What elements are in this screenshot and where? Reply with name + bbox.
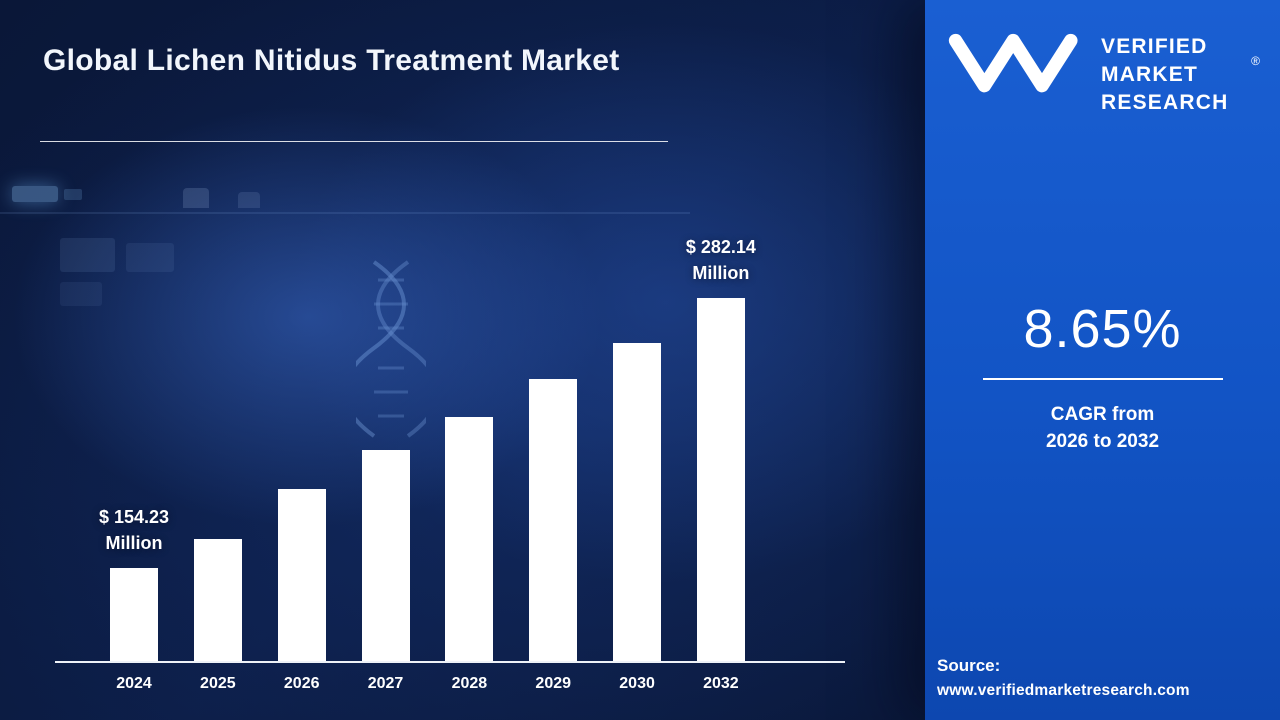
- source-block: Source: www.verifiedmarketresearch.com: [937, 656, 1272, 700]
- chart-plot: $ 154.23 Million $ 282.14 Million: [55, 237, 845, 663]
- cagr-caption-line1: CAGR from: [1050, 404, 1155, 425]
- cagr-value: 8.65%: [1023, 299, 1182, 359]
- background-figures-decoration: [183, 188, 209, 208]
- vmr-logo-icon: [948, 33, 1078, 93]
- right-panel: VERIFIED MARKET RESEARCH ® 8.65% CAGR fr…: [925, 0, 1280, 720]
- background-figures-decoration: [238, 192, 260, 208]
- bar-2029: [529, 379, 578, 661]
- brand-name: VERIFIED MARKET RESEARCH: [1101, 28, 1228, 117]
- x-axis-label-2025: 2025: [200, 675, 236, 692]
- bar-value-label-2032: $ 282.14 Million: [685, 236, 756, 283]
- bar-2027: [361, 450, 410, 661]
- background-line-decoration: [0, 212, 690, 214]
- bar-cell-2032: $ 282.14 Million: [686, 234, 756, 661]
- registered-trademark-symbol: ®: [1251, 54, 1260, 68]
- bar-cell-2029: [529, 379, 578, 661]
- brand-name-line: MARKET: [1101, 62, 1199, 86]
- bar-cell-2026: [277, 489, 326, 661]
- cagr-block: 8.65% CAGR from 2026 to 2032: [925, 298, 1280, 456]
- bar-cell-2028: [445, 417, 494, 661]
- source-url: www.verifiedmarketresearch.com: [937, 682, 1190, 699]
- bar-cell-2030: [613, 343, 662, 661]
- brand-name-line: VERIFIED: [1101, 35, 1208, 58]
- bar-2026: [277, 489, 326, 661]
- x-axis-label-2028: 2028: [451, 675, 488, 692]
- background-screen-decoration: [64, 189, 82, 200]
- cagr-caption-line2: 2026 to 2032: [1045, 430, 1160, 452]
- x-axis-label-2030: 2030: [619, 675, 655, 692]
- bar-cell-2027: [361, 450, 410, 661]
- bar-chart: $ 154.23 Million $ 282.14 Million 2024 2025 2…: [55, 237, 845, 693]
- brand-logo: VERIFIED MARKET RESEARCH ®: [941, 28, 1266, 117]
- x-axis-label-2032: 2032: [703, 675, 739, 692]
- bar-2025: [193, 539, 242, 661]
- bar-2028: [445, 417, 494, 661]
- background-screen-decoration: [12, 186, 58, 202]
- chart-x-axis: 2024 2025 2026 2027 2028 2029 2030 2032: [55, 675, 845, 693]
- cagr-underline: [982, 378, 1223, 380]
- source-label: Source:: [937, 656, 1001, 675]
- bar-value-label-2024: $ 154.23 Million: [98, 506, 170, 553]
- bar-2024: [110, 568, 158, 661]
- bar-2030: [613, 343, 662, 661]
- title-underline: [40, 141, 668, 142]
- bar-cell-2024: $ 154.23 Million: [99, 504, 169, 661]
- x-axis-label-2027: 2027: [367, 675, 404, 692]
- page-title: Global Lichen Nitidus Treatment Market: [43, 44, 620, 77]
- x-axis-label-2029: 2029: [535, 675, 572, 692]
- x-axis-label-2024: 2024: [116, 675, 152, 692]
- brand-name-line: RESEARCH: [1101, 90, 1229, 114]
- bar-2032: [696, 298, 745, 661]
- bar-cell-2025: [193, 539, 242, 661]
- x-axis-label-2026: 2026: [283, 675, 320, 692]
